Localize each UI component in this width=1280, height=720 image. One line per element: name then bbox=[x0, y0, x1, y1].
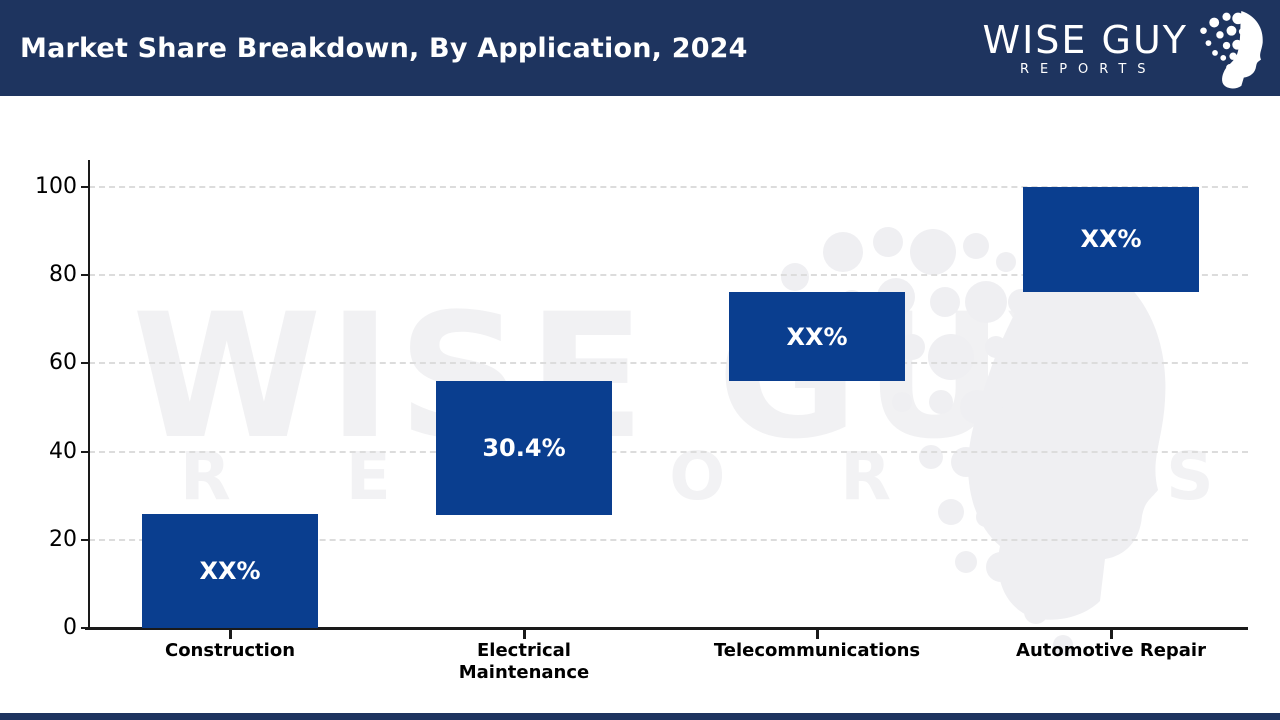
gridline-40 bbox=[89, 450, 1248, 453]
y-tick-mark-80 bbox=[81, 274, 89, 277]
bar-automotive-repair: XX% bbox=[1023, 187, 1199, 292]
x-tick-mark-1 bbox=[523, 630, 526, 639]
y-tick-mark-20 bbox=[81, 538, 89, 541]
logo-subtitle: REPORTS bbox=[1019, 61, 1157, 77]
y-tick-mark-60 bbox=[81, 362, 89, 365]
gridline-20 bbox=[89, 538, 1248, 541]
header-bar: Market Share Breakdown, By Application, … bbox=[0, 0, 1280, 96]
bar-electrical-maintenance: 30.4% bbox=[436, 381, 612, 516]
x-tick-mark-2 bbox=[816, 630, 819, 639]
gridline-80 bbox=[89, 274, 1248, 277]
y-tick-label-80: 80 bbox=[49, 262, 77, 288]
logo-text: WISE GUY REPORTS bbox=[983, 21, 1188, 76]
x-category-label-1: Electrical Maintenance bbox=[458, 640, 590, 683]
footer-bar bbox=[0, 713, 1280, 720]
logo-wordmark: WISE GUY bbox=[982, 17, 1188, 62]
logo-head-icon bbox=[1200, 11, 1263, 89]
y-axis-line bbox=[88, 160, 90, 630]
x-category-label-0: Construction bbox=[164, 640, 296, 661]
gridline-100 bbox=[89, 186, 1248, 188]
y-tick-mark-100 bbox=[81, 186, 89, 188]
wise-guy-reports-logo: WISE GUY REPORTS bbox=[983, 6, 1266, 90]
bar-telecommunications-label: XX% bbox=[786, 322, 848, 351]
gridline-60 bbox=[89, 362, 1248, 365]
bar-telecommunications: XX% bbox=[729, 291, 905, 382]
y-tick-label-100: 100 bbox=[35, 174, 77, 199]
x-axis-line bbox=[85, 627, 1248, 630]
bar-construction-label: XX% bbox=[199, 557, 261, 586]
bar-electrical-maintenance-label: 30.4% bbox=[482, 434, 566, 463]
x-category-label-2: Telecommunications bbox=[713, 640, 921, 661]
x-tick-mark-0 bbox=[229, 630, 232, 639]
bar-automotive-repair-label: XX% bbox=[1080, 225, 1142, 254]
y-tick-label-0: 0 bbox=[63, 615, 77, 640]
x-category-label-3: Automotive Repair bbox=[1016, 640, 1206, 661]
y-tick-mark-40 bbox=[81, 450, 89, 453]
page-title: Market Share Breakdown, By Application, … bbox=[20, 32, 748, 64]
bar-construction: XX% bbox=[142, 514, 318, 628]
y-tick-label-40: 40 bbox=[49, 438, 77, 464]
x-tick-mark-3 bbox=[1110, 630, 1113, 639]
y-tick-label-60: 60 bbox=[49, 350, 77, 376]
y-tick-label-20: 20 bbox=[49, 526, 77, 552]
